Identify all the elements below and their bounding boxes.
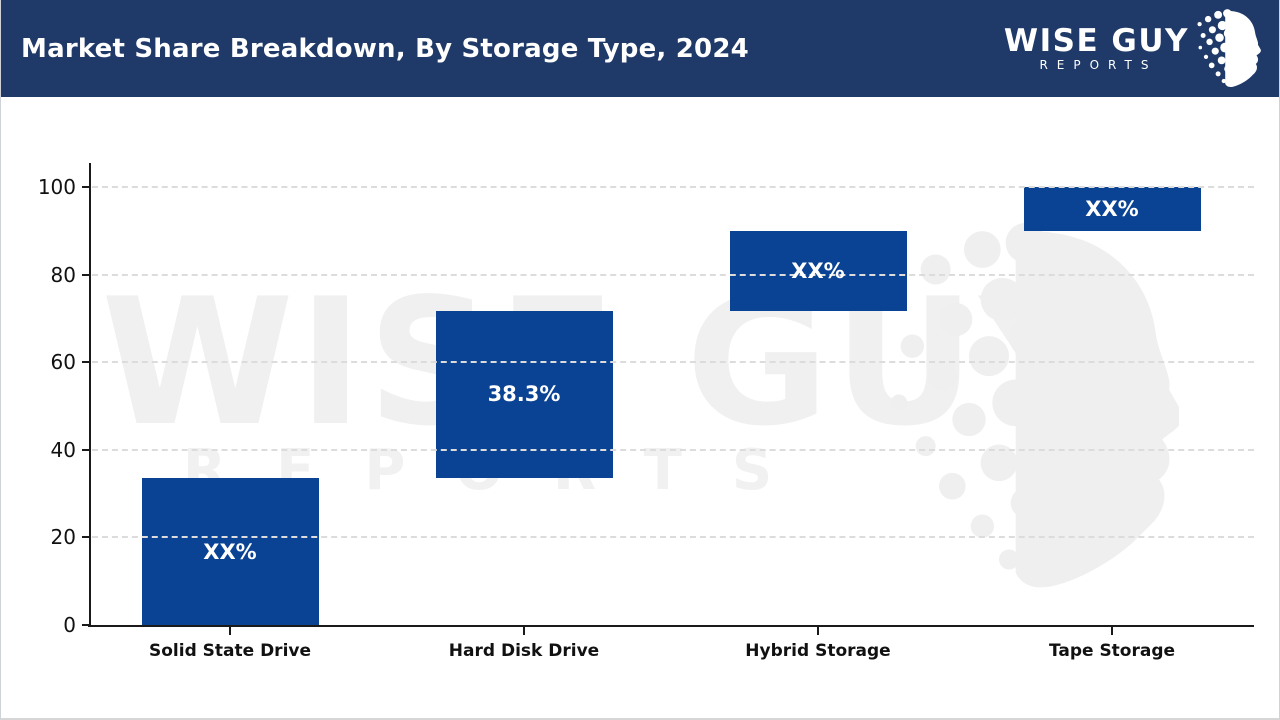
bar-segment xyxy=(1023,187,1201,231)
x-axis-tick xyxy=(523,627,525,635)
y-axis-line xyxy=(89,163,91,627)
logo-subtitle: REPORTS xyxy=(1039,58,1158,73)
y-axis-tick-label: 40 xyxy=(50,437,76,462)
y-gridline xyxy=(92,536,1254,539)
y-axis-tick-label: 20 xyxy=(50,525,76,550)
x-axis-category-label: Solid State Drive xyxy=(148,641,312,661)
brand-logo: WISE GUY REPORTS xyxy=(1004,7,1263,91)
x-axis-tick xyxy=(229,627,231,635)
x-axis-category-label: Tape Storage xyxy=(1048,641,1176,661)
bar-value-label: XX% xyxy=(791,258,845,283)
bar-value-label: 38.3% xyxy=(487,382,561,407)
bar-segment xyxy=(729,230,907,311)
header-bar: Market Share Breakdown, By Storage Type,… xyxy=(1,0,1279,97)
x-axis-tick xyxy=(1111,627,1113,635)
y-axis-tick xyxy=(82,361,90,364)
y-axis-tick xyxy=(82,624,90,626)
chart-title: Market Share Breakdown, By Storage Type,… xyxy=(21,33,749,64)
x-axis-line xyxy=(88,625,1254,627)
y-axis-tick-label: 80 xyxy=(50,262,76,287)
bar-value-label: XX% xyxy=(203,539,257,564)
x-axis-category-label: Hybrid Storage xyxy=(745,641,891,661)
y-axis-tick-label: 100 xyxy=(37,175,76,199)
y-axis-tick-label: 0 xyxy=(63,613,76,637)
y-axis-tick-label: 60 xyxy=(50,350,76,375)
logo-wordmark: WISE GUY xyxy=(1003,22,1189,59)
y-axis-tick xyxy=(82,448,90,451)
logo-face-icon xyxy=(1197,8,1261,87)
bar-value-label: XX% xyxy=(1085,196,1139,221)
y-axis-tick xyxy=(82,273,90,276)
y-axis-tick xyxy=(82,536,90,539)
y-gridline xyxy=(92,273,1254,276)
y-gridline xyxy=(92,186,1254,188)
x-axis-category-label: Hard Disk Drive xyxy=(448,641,600,661)
plot-area: 0 20 40 60 80 100 XX% 38.3% XX% XX% Solid State Dr… xyxy=(1,97,1280,720)
y-gridline xyxy=(92,448,1254,451)
x-axis-tick xyxy=(817,627,819,635)
bar-segment xyxy=(141,478,319,625)
y-gridline xyxy=(92,361,1254,364)
y-axis-tick xyxy=(82,186,90,188)
brand-logo-text: WISE GUY REPORTS xyxy=(1004,25,1189,73)
